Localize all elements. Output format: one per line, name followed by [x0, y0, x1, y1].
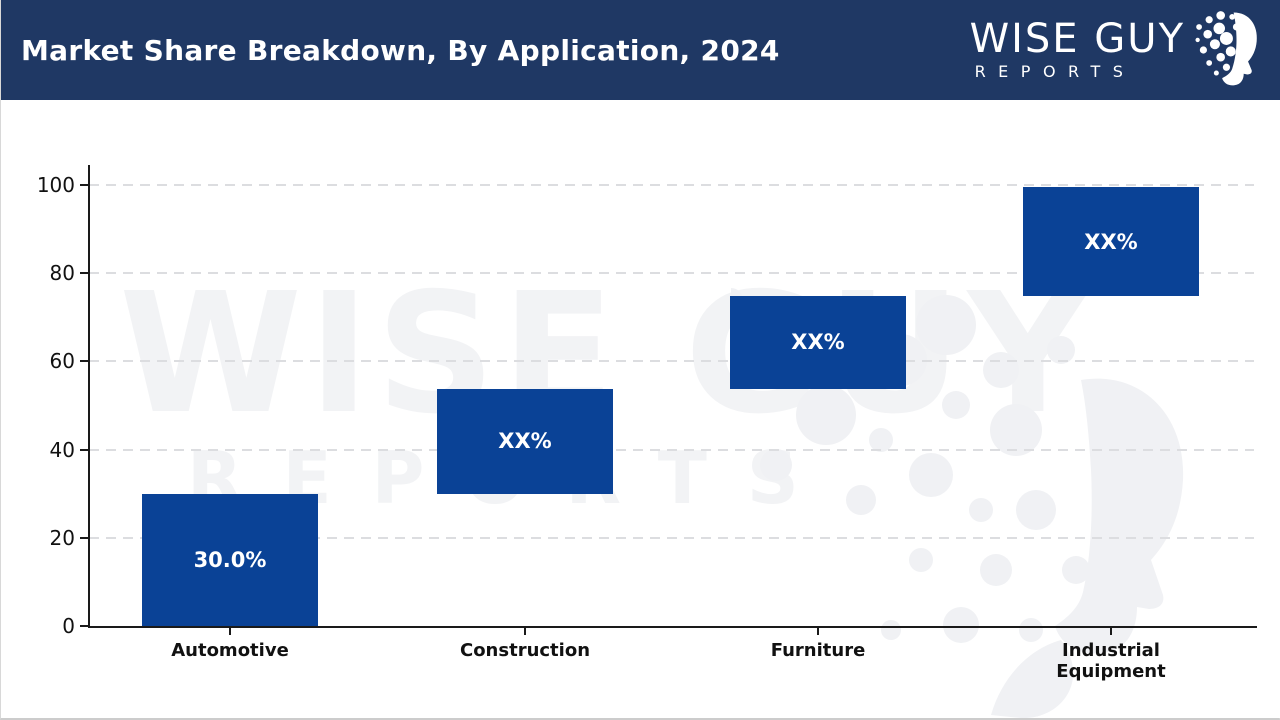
x-tick-construction [524, 628, 526, 635]
y-tick-label-80: 80 [49, 261, 75, 286]
bar-furniture [730, 296, 906, 389]
x-axis-label-line: Industrial [1062, 640, 1160, 661]
gridline-y-60 [89, 360, 1254, 363]
logo-wordmark: WISE GUY REPORTS [970, 19, 1185, 81]
y-tick-label-40: 40 [49, 437, 75, 462]
x-axis-label-construction: Construction [460, 640, 590, 661]
logo-head-icon [1195, 11, 1257, 86]
page-title: Market Share Breakdown, By Application, … [21, 33, 780, 67]
y-tick-0 [80, 625, 88, 627]
x-axis-label-line: Furniture [770, 640, 866, 661]
gridline-y-100 [89, 184, 1254, 186]
y-axis-line [88, 165, 90, 628]
bar-construction [437, 388, 613, 494]
gridline-y-40 [89, 448, 1254, 451]
x-axis-line [89, 626, 1257, 628]
x-axis-label-line: Automotive [171, 640, 289, 661]
x-axis-label-automotive: Automotive [171, 640, 289, 661]
header: Market Share Breakdown, By Application, … [1, 0, 1280, 100]
logo-wordmark-main: WISE GUY [969, 16, 1185, 62]
y-tick-label-0: 0 [62, 614, 75, 638]
y-tick-label-20: 20 [49, 525, 75, 550]
wiseguy-logo: WISE GUY REPORTS [970, 6, 1261, 94]
y-tick-40 [80, 448, 88, 451]
gridline-y-20 [89, 536, 1254, 539]
waterfall-chart: 0 20 40 60 80 100 30.0% Automotive XX% Constructi… [1, 100, 1280, 718]
y-tick-80 [80, 272, 88, 275]
logo-wordmark-sub: REPORTS [974, 62, 1136, 81]
bar-value-label-construction: XX% [498, 429, 552, 454]
bar-automotive [142, 493, 318, 626]
y-tick-label-100: 100 [36, 173, 75, 197]
x-tick-furniture [817, 628, 819, 635]
x-axis-label-line: Construction [459, 640, 591, 661]
x-axis-label-industrial-equipment: Industrial Equipment [1056, 640, 1165, 682]
y-tick-label-60: 60 [49, 349, 75, 374]
x-axis-label-line: Equipment [1056, 661, 1166, 682]
gridline-y-80 [89, 272, 1254, 275]
chart-area: WISE GUY REPORTS 02040608010030.0%Automo… [1, 100, 1280, 718]
bar-value-label-automotive: 30.0% [193, 547, 267, 572]
bar-value-label-industrial-equipment: XX% [1084, 229, 1138, 254]
y-tick-60 [80, 360, 88, 363]
y-tick-20 [80, 536, 88, 539]
x-tick-industrial-equipment [1110, 628, 1112, 635]
y-tick-100 [80, 184, 88, 186]
x-axis-label-furniture: Furniture [771, 640, 866, 661]
x-tick-automotive [229, 628, 231, 635]
bar-industrial-equipment [1023, 187, 1199, 297]
bar-value-label-furniture: XX% [791, 330, 845, 355]
